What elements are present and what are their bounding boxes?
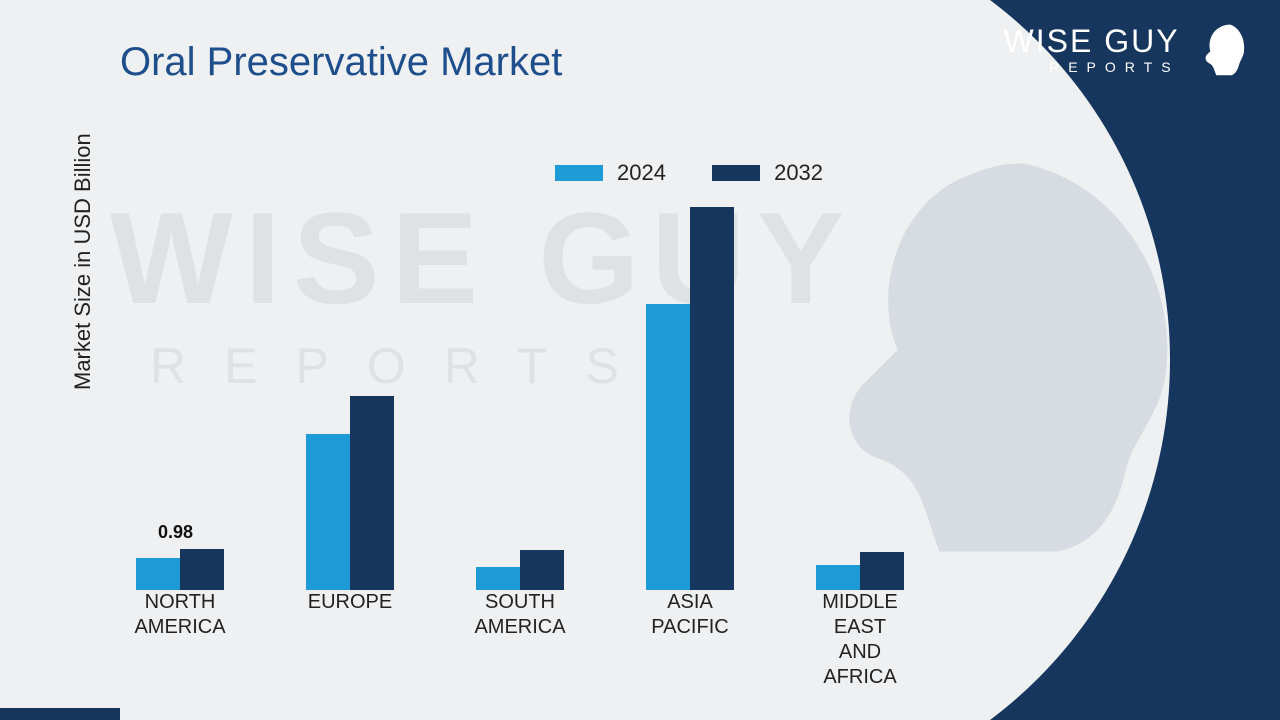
bar-group <box>800 552 920 590</box>
bar <box>350 396 394 590</box>
x-axis-labels: NORTHAMERICA EUROPE SOUTHAMERICA ASIAPACIFI… <box>100 590 970 700</box>
bar <box>306 434 350 590</box>
plot-area: 0.98 <box>100 190 970 590</box>
legend-label: 2024 <box>617 160 666 186</box>
bar <box>690 207 734 590</box>
bar-group <box>630 207 750 590</box>
logo-line1: WISE GUY <box>1004 25 1180 57</box>
brand-logo: WISE GUY REPORTS <box>1004 20 1250 80</box>
bar <box>136 558 180 590</box>
bar <box>860 552 904 590</box>
x-axis-label: NORTHAMERICA <box>110 590 250 640</box>
legend-item: 2024 <box>555 160 666 186</box>
bar-group <box>120 549 240 590</box>
chart-title: Oral Preservative Market <box>120 40 562 85</box>
x-axis-label: ASIAPACIFIC <box>620 590 760 640</box>
bar <box>520 550 564 590</box>
bar <box>816 565 860 590</box>
x-axis-label: EUROPE <box>280 590 420 615</box>
x-axis-label: MIDDLEEASTANDAFRICA <box>790 590 930 690</box>
legend-swatch <box>712 165 760 181</box>
legend-swatch <box>555 165 603 181</box>
bar-group <box>460 550 580 590</box>
x-axis-label: SOUTHAMERICA <box>450 590 590 640</box>
legend-item: 2032 <box>712 160 823 186</box>
logo-head-icon <box>1190 20 1250 80</box>
bottom-accent-bar <box>0 708 120 720</box>
bar-group <box>290 396 410 590</box>
y-axis-label: Market Size in USD Billion <box>70 133 96 390</box>
bar <box>180 549 224 590</box>
bar <box>646 304 690 590</box>
legend-label: 2032 <box>774 160 823 186</box>
logo-line2: REPORTS <box>1004 59 1180 75</box>
legend: 2024 2032 <box>555 160 863 187</box>
bar <box>476 567 520 590</box>
bar-value-label: 0.98 <box>158 522 193 543</box>
